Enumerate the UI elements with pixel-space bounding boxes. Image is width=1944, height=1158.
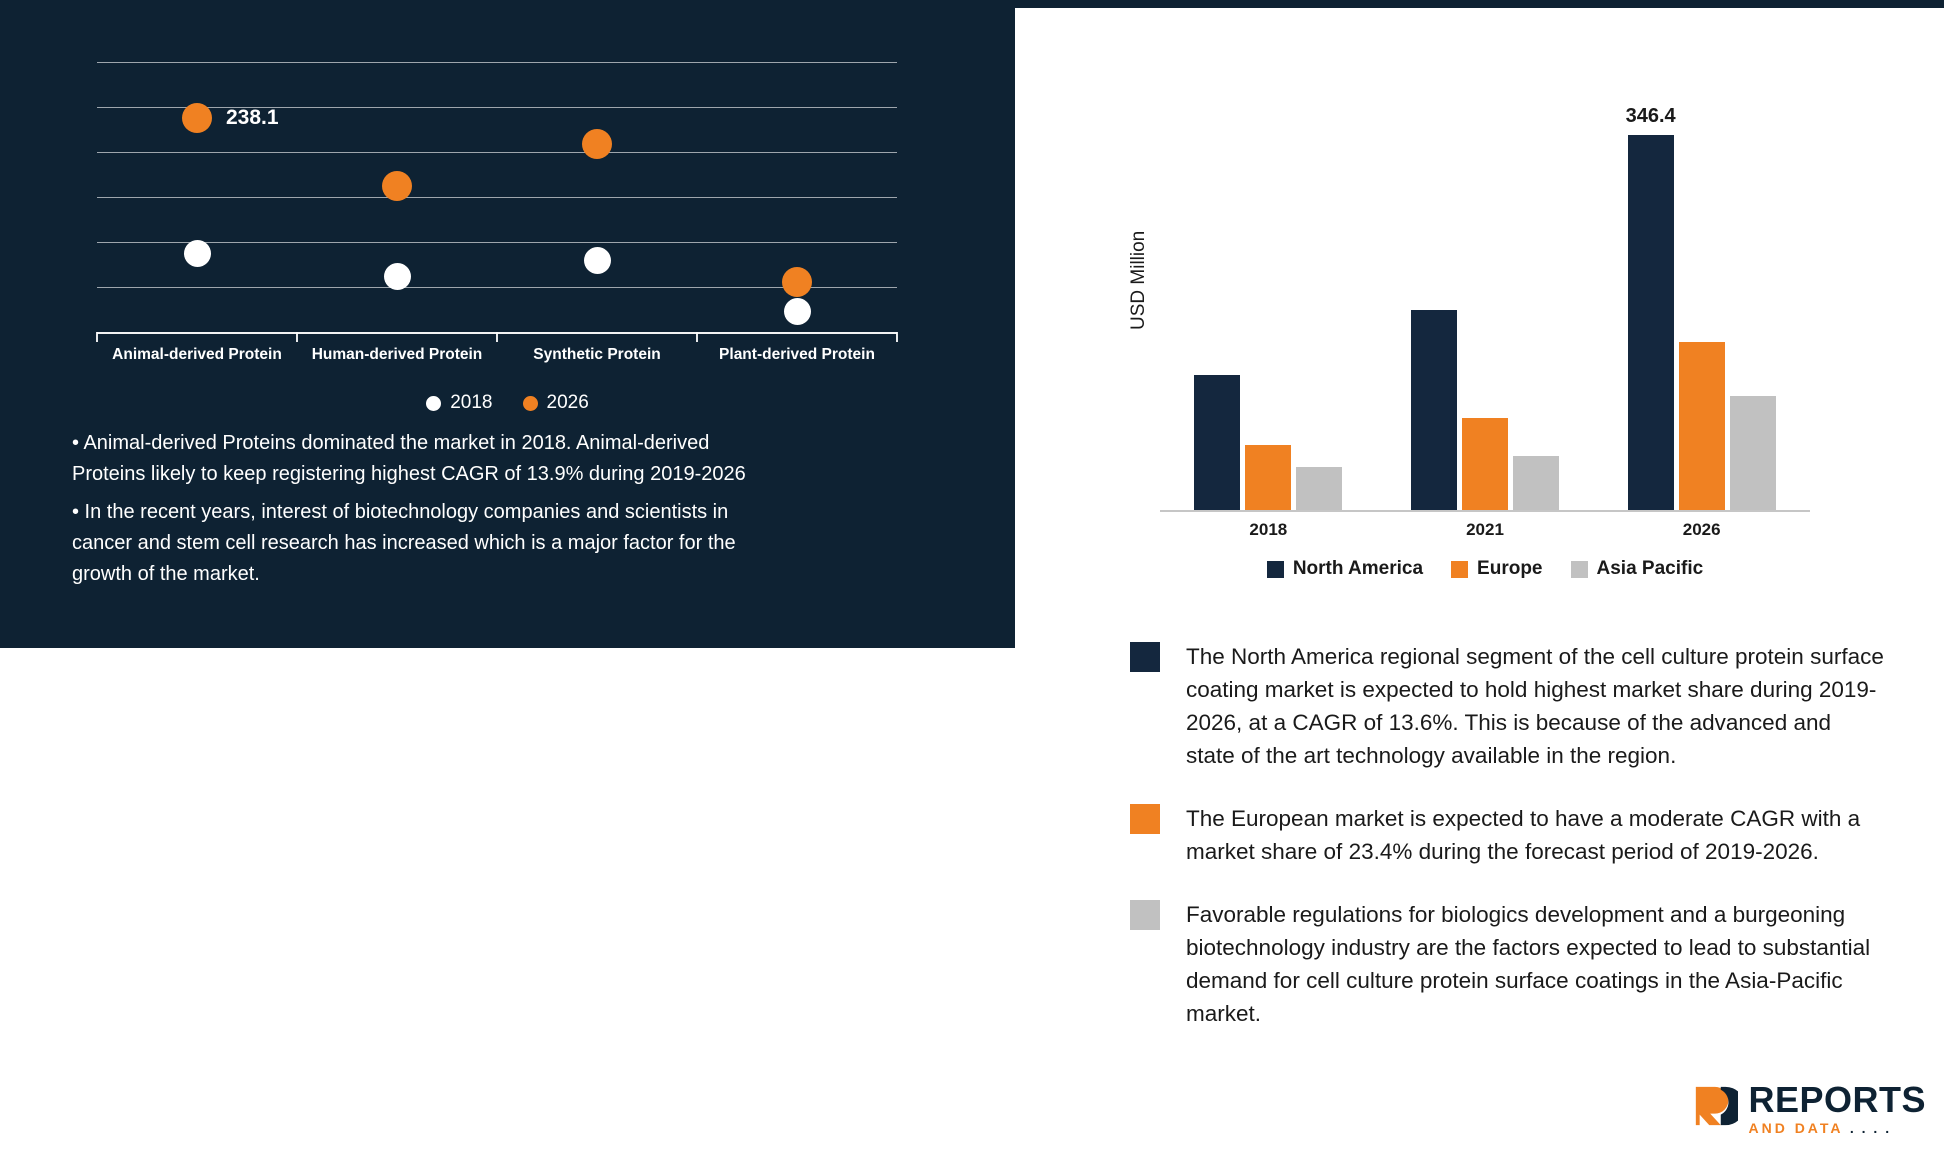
dot-2018-Animal-derived Protein	[183, 240, 211, 267]
bar-value-label: 346.4	[1625, 105, 1676, 127]
legend-item-2018: 2018	[426, 392, 493, 414]
x-tick-label: 2026	[1682, 520, 1721, 539]
axis-tick	[496, 332, 498, 342]
bar-group-2018	[1194, 375, 1343, 510]
gridline	[97, 197, 897, 198]
dot-2018-Synthetic Protein	[583, 247, 611, 274]
axis-tick	[696, 332, 698, 342]
protein-bullet-1: • Animal-derived Proteins dominated the …	[72, 432, 746, 485]
x-tick-label: 2018	[1249, 520, 1288, 539]
bullet-text: The European market is expected to have …	[1186, 806, 1861, 864]
protein-bullet-2: • In the recent years, interest of biote…	[72, 501, 736, 585]
logo-tagline-text: AND DATA	[1748, 1120, 1843, 1136]
dot-2026-Plant-derived Protein	[782, 267, 812, 297]
legend-swatch	[426, 395, 442, 411]
dot-value-label: 238.1	[226, 106, 279, 129]
dot-2018-Human-derived Protein	[383, 263, 411, 290]
bar-North America-2021	[1410, 310, 1457, 510]
legend-item-2026: 2026	[522, 392, 589, 414]
bar-group-2026: 346.4	[1626, 105, 1776, 510]
bar-Asia Pacific-2021	[1512, 456, 1559, 510]
legend-item-North America: North America	[1266, 558, 1424, 580]
axis-tick	[896, 332, 898, 342]
dot-2026-Human-derived Protein	[382, 171, 412, 201]
bullet-text: Favorable regulations for biologics deve…	[1186, 902, 1871, 1026]
axis-tick	[96, 332, 98, 342]
logo-dots: . . . .	[1849, 1120, 1892, 1136]
protein-panel: 238.1 Animal-derived Protein Human-derive…	[0, 0, 1015, 648]
category-label: Animal-derived Protein	[112, 346, 282, 363]
legend-item-Asia Pacific: Asia Pacific	[1570, 558, 1704, 580]
legend-label: North America	[1292, 558, 1424, 579]
dot-2018-Plant-derived Protein	[783, 298, 811, 325]
legend-label: 2026	[546, 392, 589, 413]
gridline	[97, 152, 897, 153]
gridline	[97, 287, 897, 288]
legend-swatch	[1570, 560, 1588, 578]
bar-Europe-2026	[1678, 342, 1725, 510]
category-label: Synthetic Protein	[533, 346, 661, 363]
legend-label: Europe	[1477, 558, 1543, 579]
protein-dot-plot: 238.1	[96, 62, 898, 342]
bar-Europe-2018	[1245, 445, 1292, 510]
regional-bullets: The North America regional segment of th…	[1130, 640, 1900, 1060]
bar-Europe-2021	[1461, 418, 1508, 510]
bullet-swatch	[1130, 642, 1160, 672]
bar-North America-2026: 346.4	[1626, 105, 1676, 510]
reports-and-data-logo: REPORTS AND DATA . . . .	[1692, 1079, 1926, 1137]
category-label: Human-derived Protein	[311, 346, 483, 363]
bar-group-2021	[1410, 310, 1559, 510]
bullet-swatch	[1130, 804, 1160, 834]
legend-swatch	[1266, 560, 1284, 578]
legend-label: Asia Pacific	[1596, 558, 1704, 579]
legend-label: 2018	[450, 392, 493, 413]
regional-legend: North America Europe Asia Pacific	[1160, 558, 1810, 580]
legend-swatch	[522, 395, 538, 411]
logo-icon	[1692, 1083, 1746, 1134]
bullet-text: The North America regional segment of th…	[1186, 644, 1884, 768]
gridline	[97, 242, 897, 243]
gridline	[97, 107, 897, 108]
legend-swatch	[1451, 560, 1469, 578]
logo-name: REPORTS	[1748, 1079, 1926, 1120]
axis-tick	[296, 332, 298, 342]
legend-item-Europe: Europe	[1451, 558, 1543, 580]
x-tick-label: 2021	[1466, 520, 1504, 539]
regional-bullet-3: Favorable regulations for biologics deve…	[1130, 898, 1900, 1030]
regional-bar-plot: 346.4	[1160, 105, 1810, 512]
bar-Asia Pacific-2018	[1296, 467, 1343, 510]
protein-categories: Animal-derived Protein Human-derived Prot…	[97, 346, 897, 364]
dot-2026-Synthetic Protein	[582, 129, 612, 159]
bar-North America-2018	[1194, 375, 1241, 510]
protein-legend: 2018 2026	[0, 392, 1015, 414]
dot-2026-Animal-derived Protein: 238.1	[182, 103, 279, 133]
bullet-swatch	[1130, 900, 1160, 930]
logo-tagline: AND DATA . . . .	[1748, 1120, 1926, 1136]
y-axis-label: USD Million	[1128, 230, 1149, 330]
logo-text: REPORTS AND DATA . . . .	[1748, 1079, 1926, 1137]
regional-bullet-2: The European market is expected to have …	[1130, 802, 1900, 868]
gridline	[97, 62, 897, 63]
category-label: Plant-derived Protein	[719, 346, 875, 363]
regional-bullet-1: The North America regional segment of th…	[1130, 640, 1900, 772]
regional-x-labels: 2018 2021 2026	[1160, 520, 1810, 540]
bar-Asia Pacific-2026	[1729, 396, 1776, 510]
